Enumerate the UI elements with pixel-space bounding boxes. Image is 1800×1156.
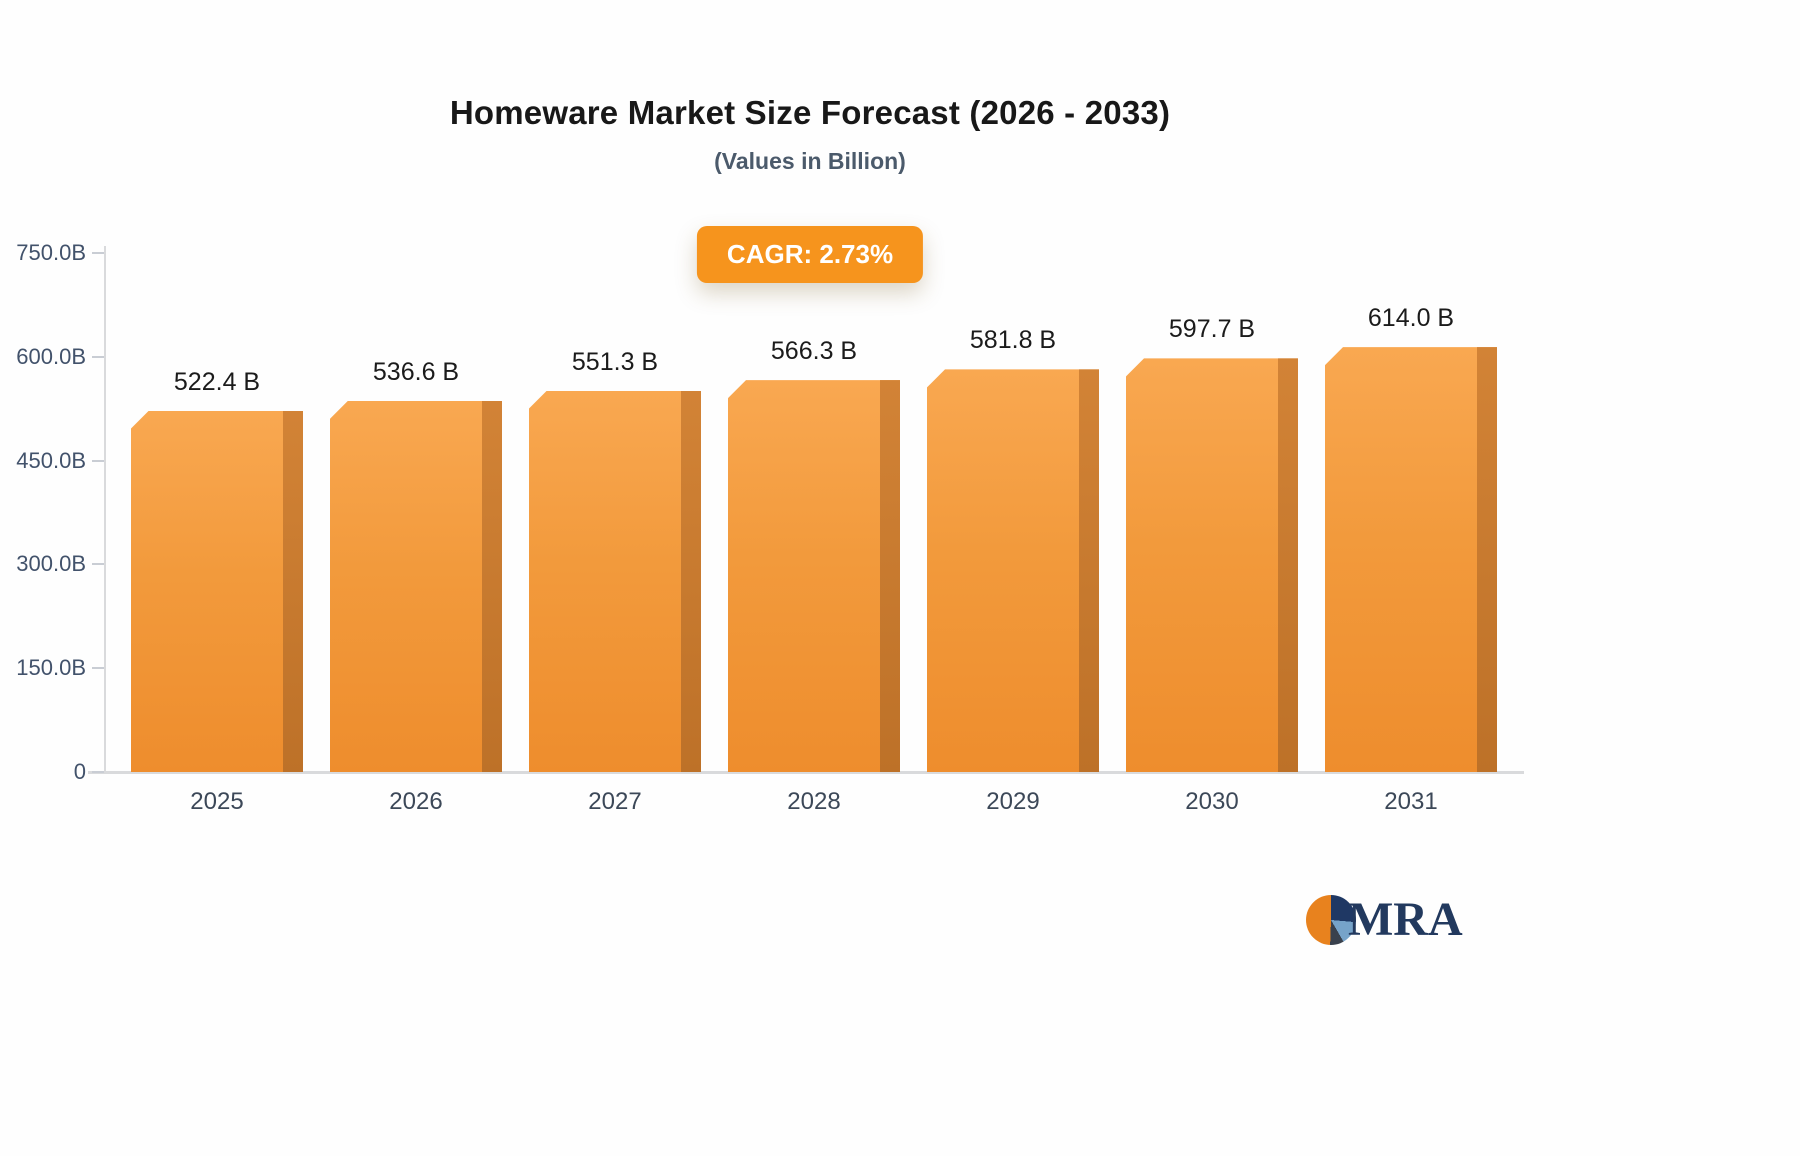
x-axis-label: 2027 [588, 788, 642, 815]
bar-face [927, 369, 1079, 772]
bar-slot: 597.7 B [1122, 253, 1302, 772]
bar [529, 390, 701, 772]
bar [1325, 347, 1497, 772]
bar-value-label: 581.8 B [969, 326, 1057, 355]
y-tick-label: 150.0B [16, 655, 86, 681]
chart-title: Homeware Market Size Forecast (2026 - 20… [449, 94, 1171, 131]
bar-side-shadow [880, 380, 900, 772]
logo-text: MRA [1348, 893, 1463, 946]
bar-value-label: 522.4 B [173, 367, 261, 396]
y-tick-label: 450.0B [16, 447, 86, 473]
bar [1126, 358, 1298, 772]
y-tick-label: 750.0B [16, 240, 86, 265]
y-axis-line [104, 246, 106, 773]
pie-logo-icon [1306, 895, 1356, 945]
bar [131, 410, 303, 773]
y-tick-label: 300.0B [16, 551, 86, 577]
x-axis: 2025 2026 2027 2028 2029 2030 2031 [108, 788, 1520, 816]
x-axis-label: 2028 [787, 788, 841, 815]
y-axis-labels: 750.0B 600.0B 450.0B 300.0B 150.0B 0 [0, 240, 94, 784]
bar-side-shadow [1079, 369, 1099, 772]
bar-face [1325, 347, 1477, 772]
bar-side-shadow [283, 410, 303, 772]
y-tick-mark [92, 459, 104, 462]
plot-area: 522.4 B 536.6 B 551.3 B 566.3 B 581.8 B 597.7… [92, 252, 1520, 773]
bar-value-label: 536.6 B [372, 357, 460, 386]
bar [728, 380, 900, 772]
bar-face [529, 391, 681, 772]
x-axis-label: 2026 [389, 788, 443, 815]
bar-face [131, 411, 283, 773]
bar-slot: 581.8 B [923, 253, 1103, 772]
bar-face [728, 380, 880, 772]
bar-value-label: 551.3 B [571, 347, 659, 376]
y-tick-mark [92, 771, 104, 773]
bar-value-label: 597.7 B [1168, 315, 1256, 344]
cagr-badge: CAGR: 2.73% [696, 226, 924, 283]
bar-slot: 536.6 B [326, 253, 506, 772]
x-axis-line [88, 771, 1524, 774]
y-tick-mark [92, 667, 104, 670]
y-tick-label: 600.0B [16, 343, 86, 369]
bar-side-shadow [681, 390, 701, 772]
y-tick-mark [92, 355, 104, 358]
y-tick-mark [92, 563, 104, 566]
bar-face [330, 401, 482, 772]
bar-value-label: 566.3 B [770, 337, 858, 366]
bar-slot: 566.3 B [724, 253, 904, 772]
chart-subtitle: (Values in Billion) [714, 148, 906, 174]
bar-slot: 551.3 B [525, 253, 705, 772]
bar-value-label: 614.0 B [1367, 304, 1455, 333]
bar [927, 369, 1099, 772]
y-tick-mark [92, 252, 104, 254]
x-axis-label: 2025 [190, 788, 244, 815]
x-axis-label: 2030 [1185, 788, 1239, 815]
bar-side-shadow [482, 400, 502, 772]
y-tick-label: 0 [73, 759, 86, 784]
bar [330, 400, 502, 772]
bar-slot: 522.4 B [127, 253, 307, 772]
brand-logo: MRA [1306, 893, 1463, 947]
x-axis-label: 2031 [1384, 788, 1438, 815]
bar-side-shadow [1278, 358, 1298, 772]
bar-slot: 614.0 B [1321, 253, 1501, 772]
bar-face [1126, 358, 1278, 772]
bar-side-shadow [1477, 347, 1497, 772]
x-axis-label: 2029 [986, 788, 1040, 815]
